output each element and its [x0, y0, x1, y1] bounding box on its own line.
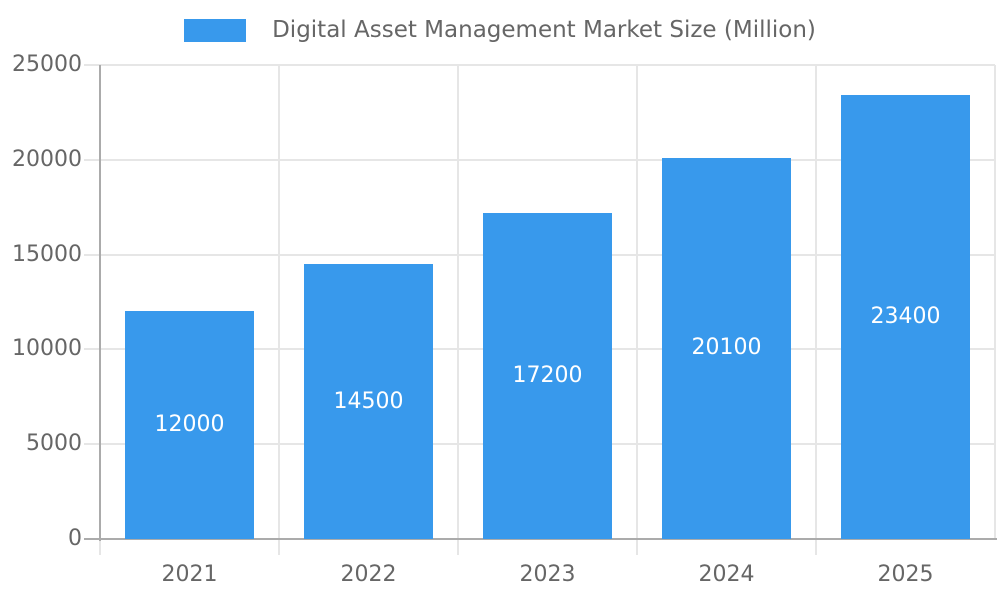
bar-value-label-2021: 12000 [154, 412, 225, 438]
y-axis-tick [84, 253, 100, 256]
bar-value-label-2022: 14500 [333, 388, 404, 414]
y-tick-label: 10000 [12, 336, 82, 362]
bar-2022[interactable] [304, 264, 433, 539]
legend-swatch [184, 18, 247, 42]
bar-value-label-2024: 20100 [691, 335, 762, 361]
y-gridline [100, 158, 995, 161]
x-gridline [815, 65, 817, 539]
x-tick-label-2023: 2023 [519, 562, 576, 587]
x-axis-tick [278, 539, 280, 555]
bar-value-label-2023: 17200 [512, 362, 583, 388]
y-tick-label: 25000 [12, 52, 82, 77]
bar-value-label-2025: 23400 [870, 304, 941, 330]
x-tick-label-2021: 2021 [161, 562, 218, 587]
y-axis-tick [84, 64, 100, 66]
bar-2025[interactable] [841, 95, 970, 539]
y-axis-tick [84, 443, 100, 446]
chart-legend[interactable]: Digital Asset Management Market Size (Mi… [0, 16, 1000, 44]
y-axis-tick [84, 348, 100, 351]
y-tick-label: 15000 [12, 241, 82, 267]
x-tick-label-2022: 2022 [340, 562, 397, 587]
y-axis-tick [84, 158, 100, 161]
y-axis-line [99, 65, 101, 541]
x-gridline [278, 65, 280, 539]
x-tick-label-2024: 2024 [698, 562, 755, 587]
legend-label: Digital Asset Management Market Size (Mi… [272, 17, 816, 43]
bar-2023[interactable] [483, 212, 612, 539]
y-gridline [100, 64, 995, 66]
x-tick-label-2025: 2025 [877, 562, 934, 587]
x-gridline [636, 65, 638, 539]
y-tick-label: 5000 [26, 431, 82, 457]
y-tick-label: 0 [68, 526, 82, 551]
y-tick-label: 20000 [12, 146, 82, 172]
x-axis-tick [636, 539, 638, 555]
x-axis-tick [99, 539, 101, 555]
bar-2021[interactable] [125, 311, 254, 539]
bar-2024[interactable] [662, 157, 791, 539]
x-gridline [457, 65, 459, 539]
x-axis-tick [457, 539, 459, 555]
x-axis-line [84, 538, 997, 540]
x-gridline [994, 65, 996, 539]
x-axis-tick [815, 539, 817, 555]
